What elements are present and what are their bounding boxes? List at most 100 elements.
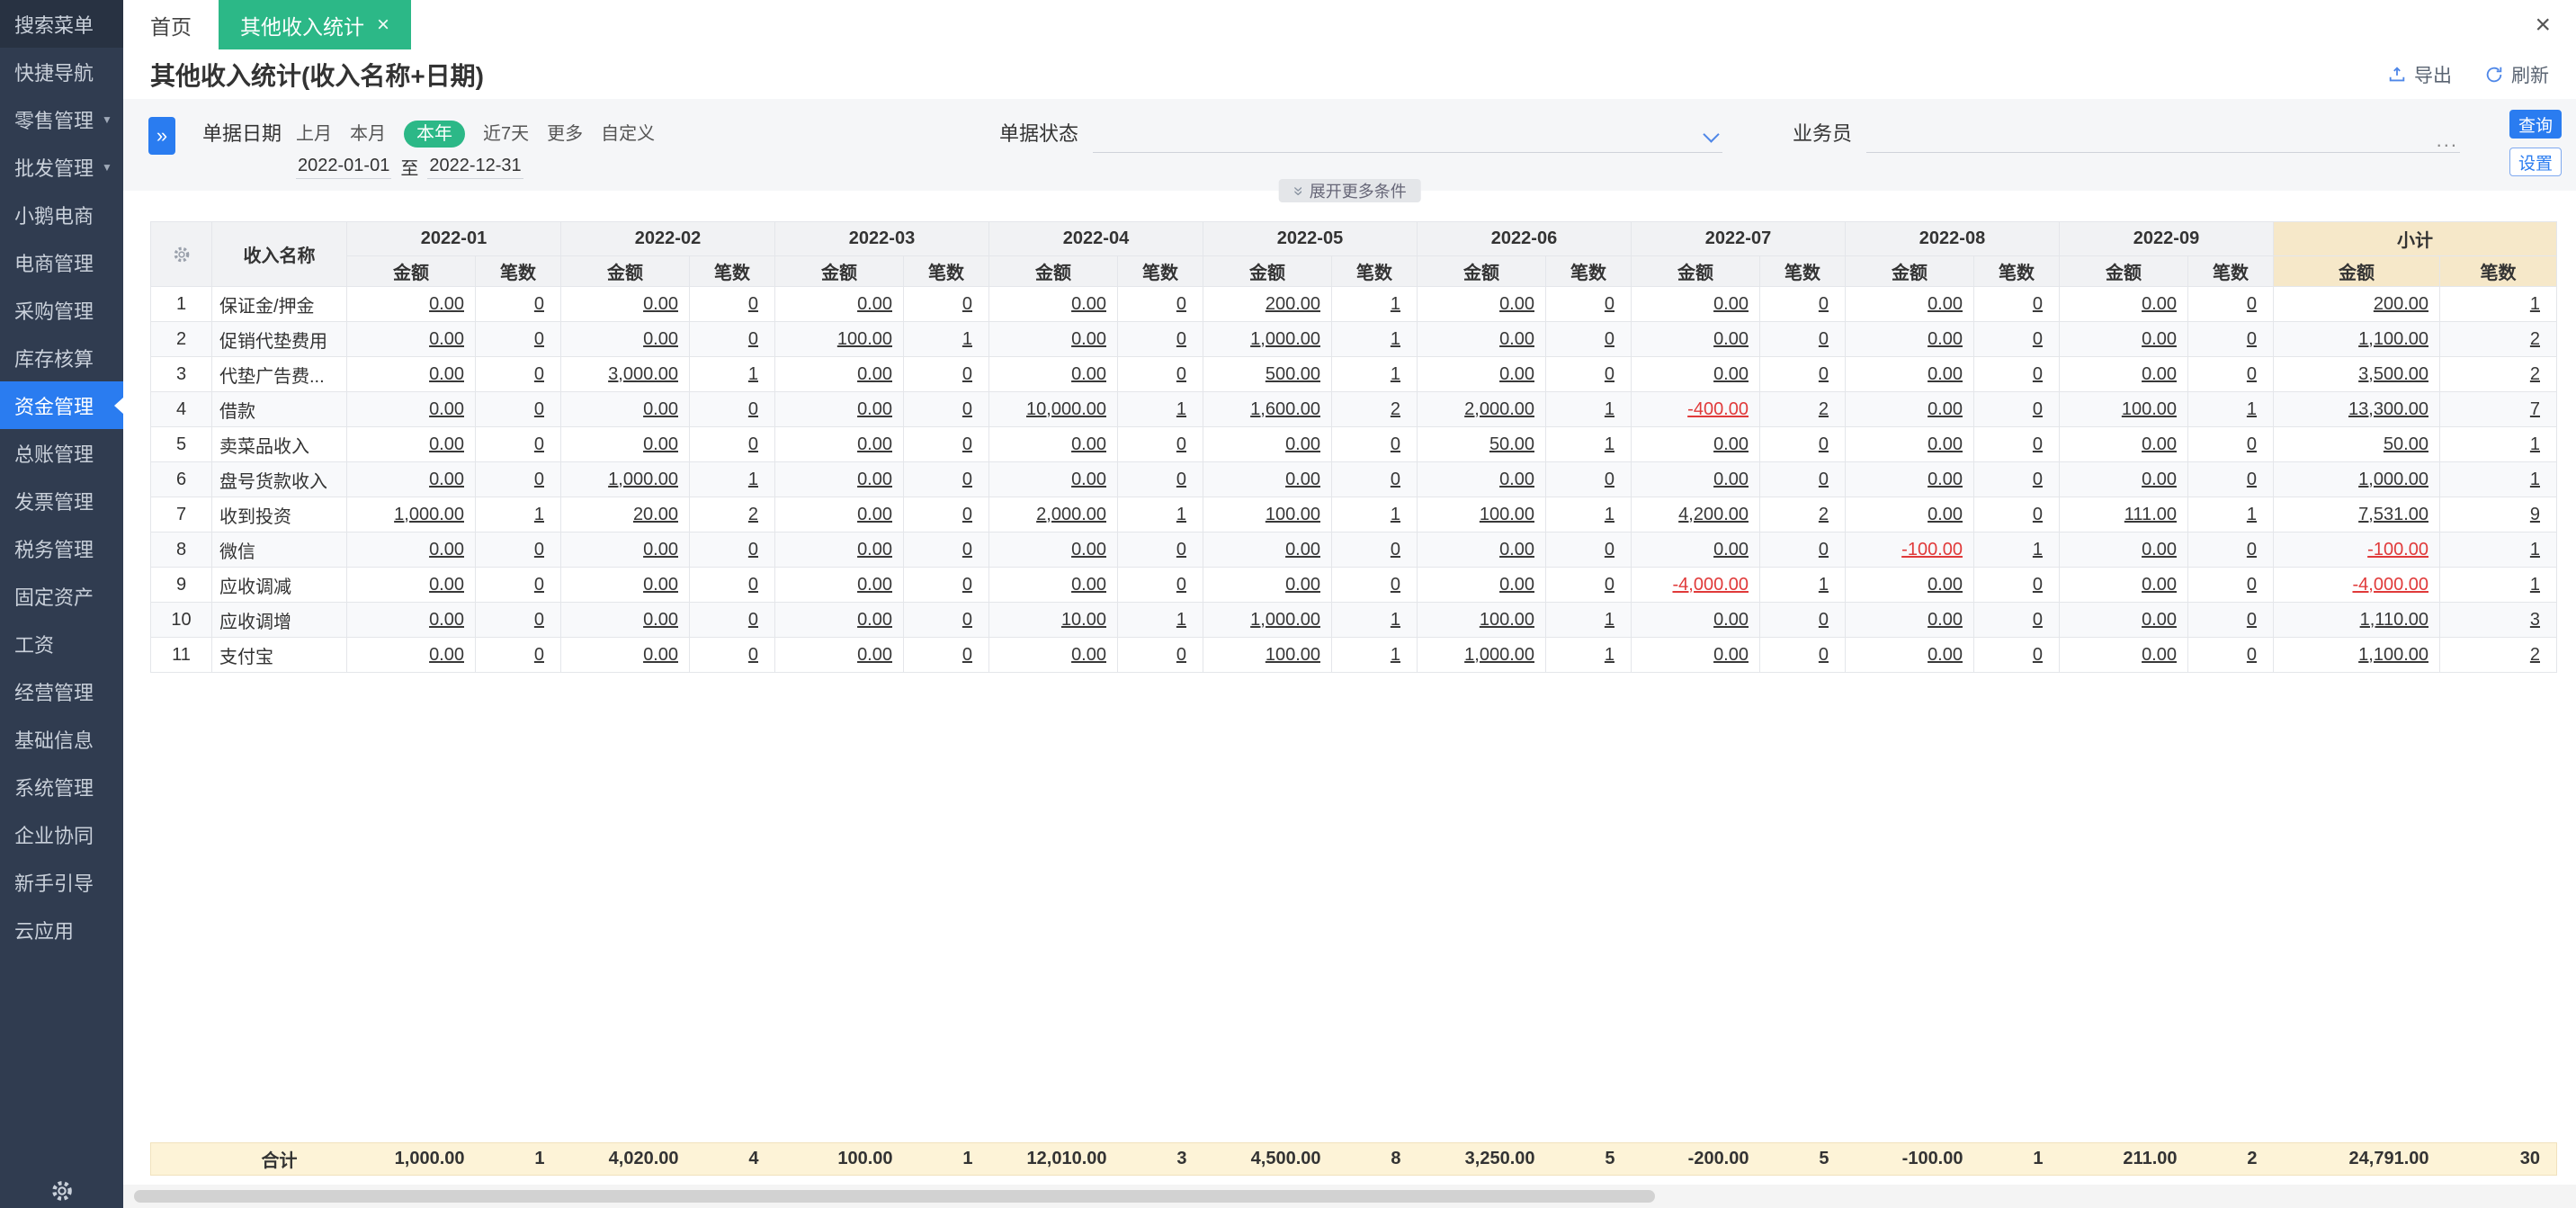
count-link[interactable]: 0 <box>2246 363 2257 384</box>
count-link[interactable]: 0 <box>747 609 758 630</box>
count-link[interactable]: 1 <box>747 363 758 384</box>
count-link[interactable]: 0 <box>962 609 972 630</box>
amount-link[interactable]: 0.00 <box>1285 469 1320 489</box>
sidebar-item-5[interactable]: 电商管理 <box>0 238 123 286</box>
count-link[interactable]: 0 <box>2032 434 2043 454</box>
count-link[interactable]: 1 <box>1390 293 1400 314</box>
amount-link[interactable]: 0.00 <box>2142 609 2177 630</box>
close-icon[interactable]: × <box>2535 9 2551 40</box>
count-link[interactable]: 0 <box>747 398 758 419</box>
count-link[interactable]: 2 <box>1818 398 1829 419</box>
count-link[interactable]: 0 <box>533 398 544 419</box>
amount-link[interactable]: -4,000.00 <box>2352 574 2428 595</box>
count-link[interactable]: 0 <box>1818 644 1829 665</box>
amount-link[interactable]: 0.00 <box>643 539 678 559</box>
amount-link[interactable]: 0.00 <box>1285 539 1320 559</box>
amount-link[interactable]: 0.00 <box>1499 363 1534 384</box>
amount-link[interactable]: 0.00 <box>643 328 678 349</box>
amount-link[interactable]: 0.00 <box>429 539 464 559</box>
count-link[interactable]: 0 <box>533 434 544 454</box>
count-link[interactable]: 0 <box>1176 644 1186 665</box>
quick-option[interactable]: 近7天 <box>483 124 530 144</box>
amount-link[interactable]: 111.00 <box>2124 504 2177 524</box>
settings-button[interactable]: 设置 <box>2509 148 2562 176</box>
amount-link[interactable]: 0.00 <box>1928 398 1963 419</box>
sidebar-item-15[interactable]: 基础信息 <box>0 715 123 763</box>
amount-link[interactable]: 0.00 <box>2142 574 2177 595</box>
amount-link[interactable]: 0.00 <box>1713 363 1749 384</box>
sidebar-item-2[interactable]: 零售管理 ▼ <box>0 95 123 143</box>
sidebar-item-7[interactable]: 库存核算 <box>0 334 123 381</box>
amount-link[interactable]: 13,300.00 <box>2348 398 2428 419</box>
amount-link[interactable]: 7,531.00 <box>2358 504 2428 524</box>
count-link[interactable]: 0 <box>533 293 544 314</box>
count-link[interactable]: 0 <box>962 504 972 524</box>
column-settings-gear-icon[interactable] <box>150 221 212 287</box>
more-ellipsis-icon[interactable]: ... <box>2436 129 2459 151</box>
count-link[interactable]: 0 <box>1818 328 1829 349</box>
amount-link[interactable]: 0.00 <box>429 328 464 349</box>
count-link[interactable]: 0 <box>1604 328 1614 349</box>
amount-link[interactable]: 0.00 <box>429 644 464 665</box>
amount-link[interactable]: 2,000.00 <box>1464 398 1534 419</box>
count-link[interactable]: 0 <box>1390 469 1400 489</box>
count-link[interactable]: 2 <box>2529 363 2540 384</box>
amount-link[interactable]: 0.00 <box>857 609 892 630</box>
count-link[interactable]: 1 <box>1176 609 1186 630</box>
count-link[interactable]: 0 <box>2032 293 2043 314</box>
amount-link[interactable]: 0.00 <box>1713 469 1749 489</box>
amount-link[interactable]: 0.00 <box>1499 293 1534 314</box>
amount-link[interactable]: 10.00 <box>1060 609 1106 630</box>
tab-close-icon[interactable]: × <box>377 12 390 37</box>
amount-link[interactable]: -400.00 <box>1687 398 1749 419</box>
amount-link[interactable]: 500.00 <box>1265 363 1320 384</box>
amount-link[interactable]: 0.00 <box>1071 328 1106 349</box>
sidebar-item-18[interactable]: 新手引导 <box>0 858 123 906</box>
count-link[interactable]: 0 <box>2246 609 2257 630</box>
count-link[interactable]: 0 <box>962 293 972 314</box>
sidebar-item-16[interactable]: 系统管理 <box>0 763 123 810</box>
amount-link[interactable]: 0.00 <box>1071 293 1106 314</box>
amount-link[interactable]: 0.00 <box>2142 539 2177 559</box>
count-link[interactable]: 0 <box>962 469 972 489</box>
count-link[interactable]: 1 <box>1390 363 1400 384</box>
amount-link[interactable]: 0.00 <box>1928 293 1963 314</box>
count-link[interactable]: 0 <box>2246 539 2257 559</box>
count-link[interactable]: 0 <box>2032 328 2043 349</box>
export-button[interactable]: 导出 <box>2387 61 2452 88</box>
amount-link[interactable]: 0.00 <box>1071 469 1106 489</box>
count-link[interactable]: 1 <box>1604 504 1614 524</box>
amount-link[interactable]: 0.00 <box>857 293 892 314</box>
amount-link[interactable]: 1,000.00 <box>394 504 464 524</box>
count-link[interactable]: 2 <box>2529 328 2540 349</box>
sidebar-item-1[interactable]: 快捷导航 <box>0 48 123 95</box>
quick-option[interactable]: 自定义 <box>601 124 656 144</box>
count-link[interactable]: 0 <box>533 539 544 559</box>
sidebar-item-12[interactable]: 固定资产 <box>0 572 123 620</box>
amount-link[interactable]: 0.00 <box>1713 539 1749 559</box>
count-link[interactable]: 0 <box>1176 434 1186 454</box>
scrollbar-thumb[interactable] <box>134 1190 1655 1203</box>
sidebar-item-8[interactable]: 资金管理 <box>0 381 123 429</box>
amount-link[interactable]: 0.00 <box>1071 574 1106 595</box>
amount-link[interactable]: 1,000.00 <box>2358 469 2428 489</box>
count-link[interactable]: 0 <box>1604 363 1614 384</box>
count-link[interactable]: 0 <box>2032 574 2043 595</box>
count-link[interactable]: 0 <box>533 363 544 384</box>
count-link[interactable]: 0 <box>1818 363 1829 384</box>
count-link[interactable]: 0 <box>1176 328 1186 349</box>
collapse-filter-button[interactable]: » <box>148 117 175 155</box>
amount-link[interactable]: 0.00 <box>643 293 678 314</box>
count-link[interactable]: 9 <box>2529 504 2540 524</box>
count-link[interactable]: 1 <box>1818 574 1829 595</box>
count-link[interactable]: 1 <box>2529 574 2540 595</box>
amount-link[interactable]: 1,100.00 <box>2358 644 2428 665</box>
amount-link[interactable]: 20.00 <box>632 504 678 524</box>
amount-link[interactable]: 0.00 <box>857 469 892 489</box>
amount-link[interactable]: 3,500.00 <box>2358 363 2428 384</box>
count-link[interactable]: 0 <box>1176 574 1186 595</box>
count-link[interactable]: 0 <box>962 574 972 595</box>
amount-link[interactable]: 0.00 <box>2142 644 2177 665</box>
amount-link[interactable]: 0.00 <box>429 469 464 489</box>
amount-link[interactable]: 0.00 <box>1071 363 1106 384</box>
